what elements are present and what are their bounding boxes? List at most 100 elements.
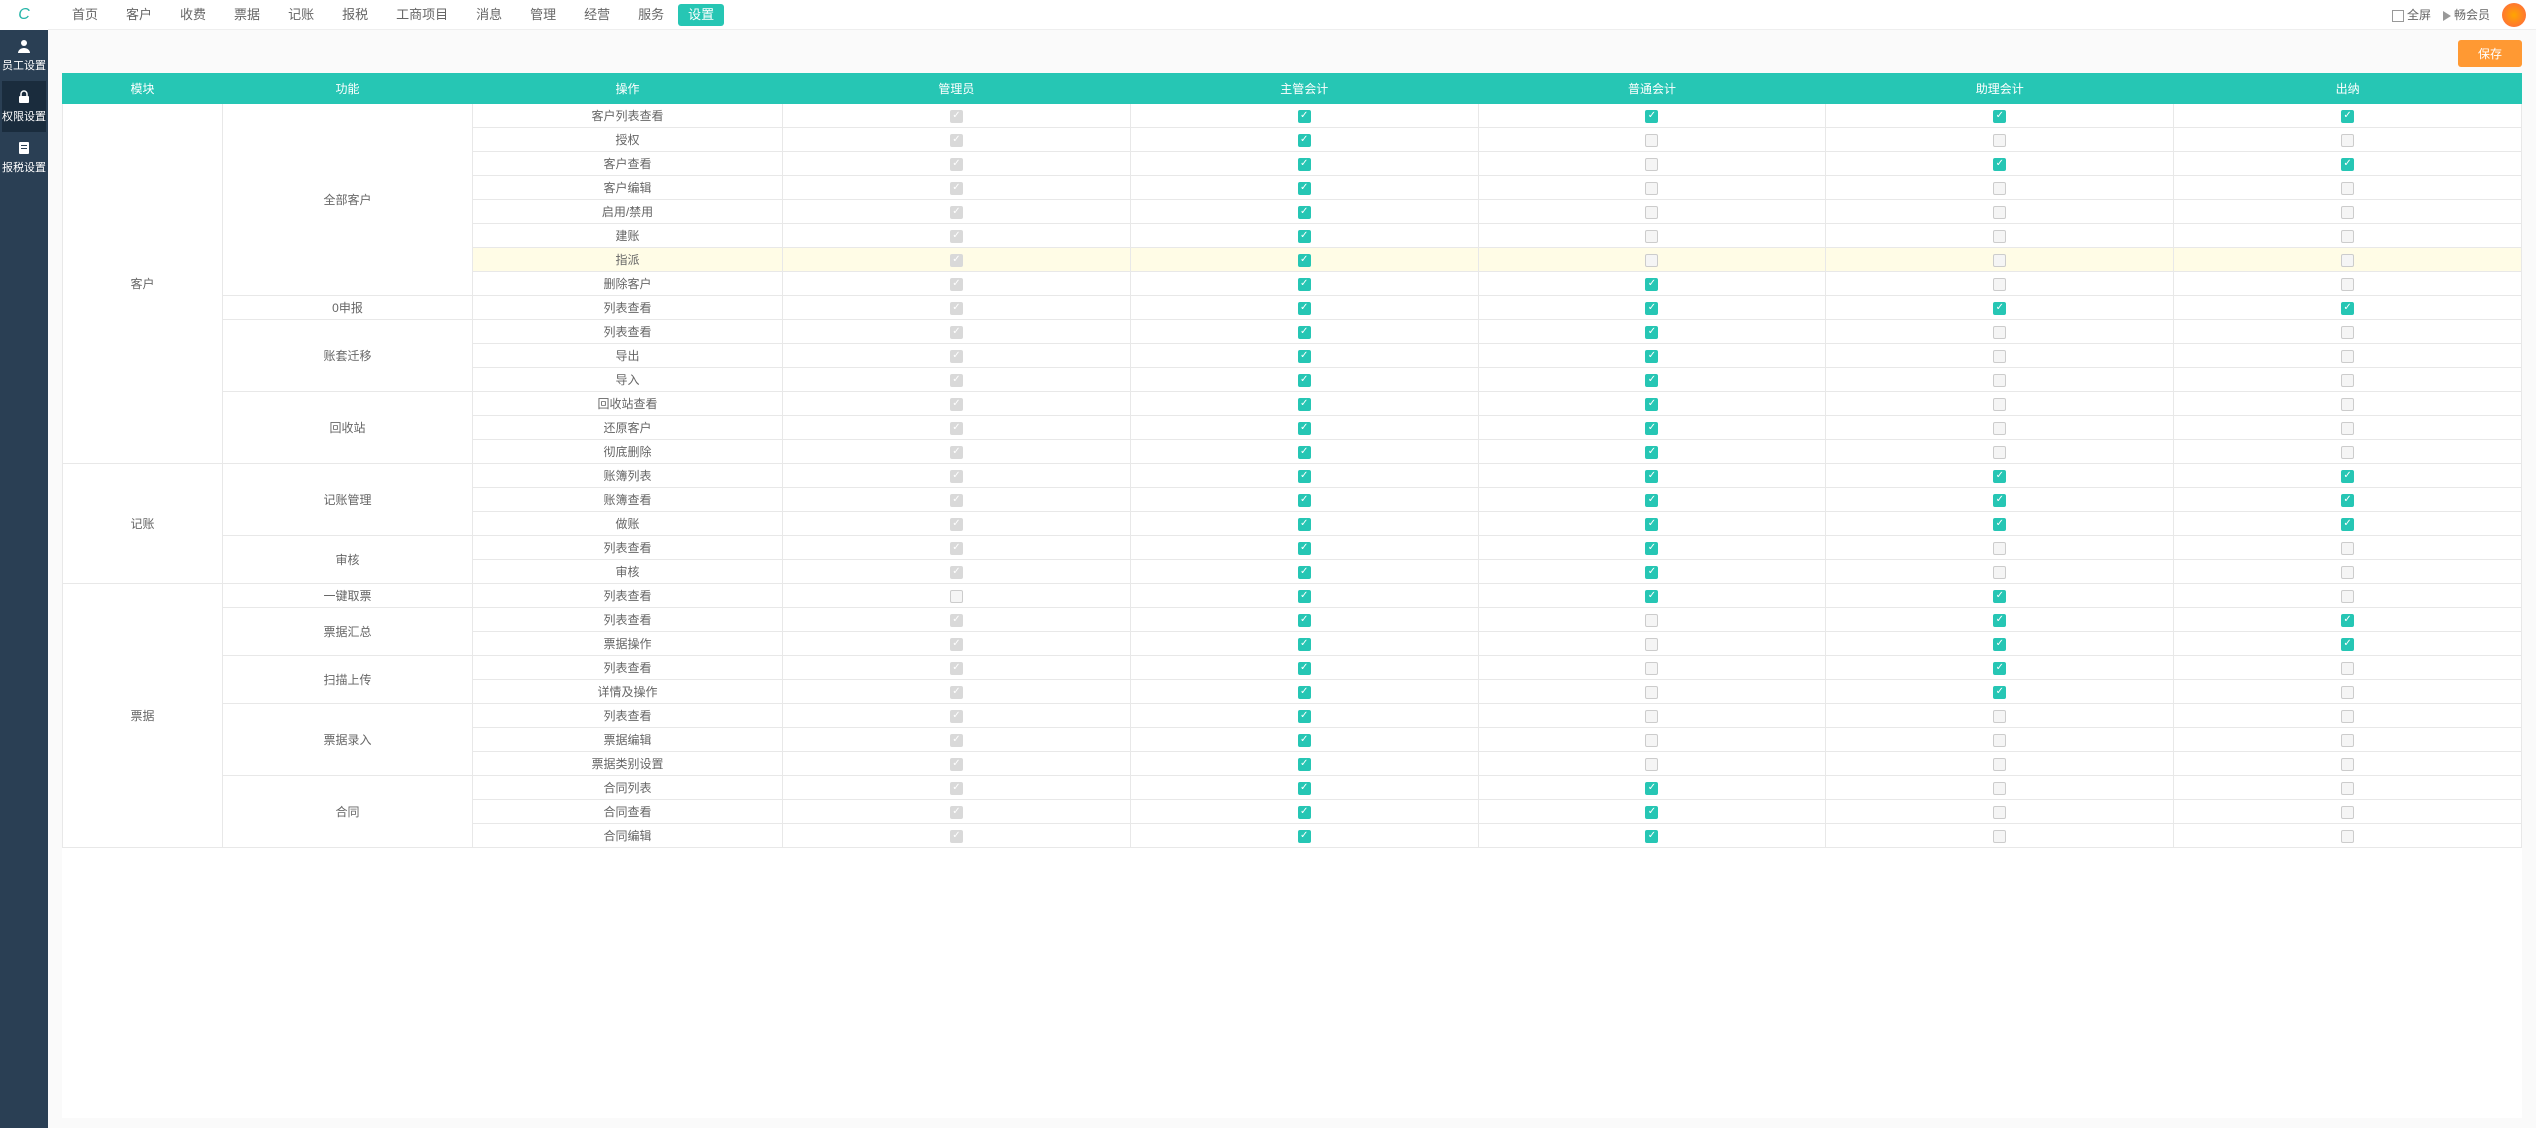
checkbox[interactable]	[1298, 686, 1311, 699]
checkbox[interactable]	[1645, 470, 1658, 483]
checkbox[interactable]	[1298, 470, 1311, 483]
checkbox[interactable]	[1993, 206, 2006, 219]
checkbox[interactable]	[2341, 206, 2354, 219]
sidebar-item-lock[interactable]: 权限设置	[2, 81, 46, 132]
checkbox[interactable]	[1645, 662, 1658, 675]
checkbox[interactable]	[1298, 326, 1311, 339]
checkbox[interactable]	[950, 590, 963, 603]
checkbox[interactable]	[1298, 422, 1311, 435]
checkbox[interactable]	[1645, 302, 1658, 315]
checkbox[interactable]	[1298, 782, 1311, 795]
checkbox[interactable]	[2341, 422, 2354, 435]
checkbox[interactable]	[1645, 494, 1658, 507]
checkbox[interactable]	[1645, 134, 1658, 147]
checkbox[interactable]	[1993, 614, 2006, 627]
checkbox[interactable]	[2341, 686, 2354, 699]
checkbox[interactable]	[1645, 638, 1658, 651]
checkbox[interactable]	[1993, 782, 2006, 795]
checkbox[interactable]	[1298, 374, 1311, 387]
checkbox[interactable]	[1645, 806, 1658, 819]
checkbox[interactable]	[2341, 566, 2354, 579]
checkbox[interactable]	[1645, 614, 1658, 627]
checkbox[interactable]	[1645, 518, 1658, 531]
checkbox[interactable]	[1298, 662, 1311, 675]
nav-item-9[interactable]: 经营	[570, 0, 624, 30]
checkbox[interactable]	[1298, 446, 1311, 459]
checkbox[interactable]	[1993, 158, 2006, 171]
checkbox[interactable]	[1298, 830, 1311, 843]
checkbox[interactable]	[2341, 278, 2354, 291]
checkbox[interactable]	[2341, 734, 2354, 747]
checkbox[interactable]	[2341, 782, 2354, 795]
checkbox[interactable]	[1993, 398, 2006, 411]
checkbox[interactable]	[2341, 758, 2354, 771]
checkbox[interactable]	[1993, 830, 2006, 843]
checkbox[interactable]	[2341, 230, 2354, 243]
checkbox[interactable]	[2341, 134, 2354, 147]
checkbox[interactable]	[1645, 110, 1658, 123]
avatar[interactable]	[2502, 3, 2526, 27]
checkbox[interactable]	[1645, 158, 1658, 171]
checkbox[interactable]	[2341, 806, 2354, 819]
checkbox[interactable]	[2341, 350, 2354, 363]
checkbox[interactable]	[1645, 422, 1658, 435]
checkbox[interactable]	[2341, 110, 2354, 123]
checkbox[interactable]	[1298, 806, 1311, 819]
checkbox[interactable]	[1298, 350, 1311, 363]
nav-item-10[interactable]: 服务	[624, 0, 678, 30]
checkbox[interactable]	[2341, 710, 2354, 723]
nav-item-3[interactable]: 票据	[220, 0, 274, 30]
checkbox[interactable]	[1298, 518, 1311, 531]
checkbox[interactable]	[2341, 638, 2354, 651]
checkbox[interactable]	[1993, 518, 2006, 531]
checkbox[interactable]	[1645, 446, 1658, 459]
checkbox[interactable]	[1993, 566, 2006, 579]
checkbox[interactable]	[1993, 638, 2006, 651]
nav-item-5[interactable]: 报税	[328, 0, 382, 30]
checkbox[interactable]	[1993, 134, 2006, 147]
checkbox[interactable]	[1993, 686, 2006, 699]
nav-item-0[interactable]: 首页	[58, 0, 112, 30]
checkbox[interactable]	[1298, 566, 1311, 579]
nav-item-8[interactable]: 管理	[516, 0, 570, 30]
checkbox[interactable]	[1298, 134, 1311, 147]
checkbox[interactable]	[1298, 182, 1311, 195]
nav-item-11[interactable]: 设置	[678, 4, 724, 26]
checkbox[interactable]	[2341, 494, 2354, 507]
nav-item-7[interactable]: 消息	[462, 0, 516, 30]
checkbox[interactable]	[1645, 350, 1658, 363]
checkbox[interactable]	[2341, 374, 2354, 387]
checkbox[interactable]	[1645, 182, 1658, 195]
checkbox[interactable]	[1993, 350, 2006, 363]
checkbox[interactable]	[2341, 518, 2354, 531]
checkbox[interactable]	[1993, 302, 2006, 315]
checkbox[interactable]	[1993, 662, 2006, 675]
checkbox[interactable]	[1993, 422, 2006, 435]
checkbox[interactable]	[2341, 398, 2354, 411]
checkbox[interactable]	[1993, 278, 2006, 291]
checkbox[interactable]	[1645, 278, 1658, 291]
checkbox[interactable]	[1993, 806, 2006, 819]
checkbox[interactable]	[1298, 230, 1311, 243]
member-button[interactable]: 畅会员	[2443, 6, 2490, 23]
nav-item-2[interactable]: 收费	[166, 0, 220, 30]
checkbox[interactable]	[1645, 542, 1658, 555]
checkbox[interactable]	[2341, 470, 2354, 483]
nav-item-6[interactable]: 工商项目	[382, 0, 462, 30]
checkbox[interactable]	[2341, 254, 2354, 267]
checkbox[interactable]	[1993, 230, 2006, 243]
checkbox[interactable]	[2341, 158, 2354, 171]
checkbox[interactable]	[1645, 398, 1658, 411]
checkbox[interactable]	[2341, 326, 2354, 339]
save-button[interactable]: 保存	[2458, 40, 2522, 67]
checkbox[interactable]	[2341, 614, 2354, 627]
checkbox[interactable]	[2341, 182, 2354, 195]
checkbox[interactable]	[1298, 494, 1311, 507]
checkbox[interactable]	[1298, 302, 1311, 315]
checkbox[interactable]	[1993, 326, 2006, 339]
checkbox[interactable]	[1645, 566, 1658, 579]
checkbox[interactable]	[1645, 254, 1658, 267]
checkbox[interactable]	[1645, 206, 1658, 219]
checkbox[interactable]	[1298, 158, 1311, 171]
nav-item-4[interactable]: 记账	[274, 0, 328, 30]
